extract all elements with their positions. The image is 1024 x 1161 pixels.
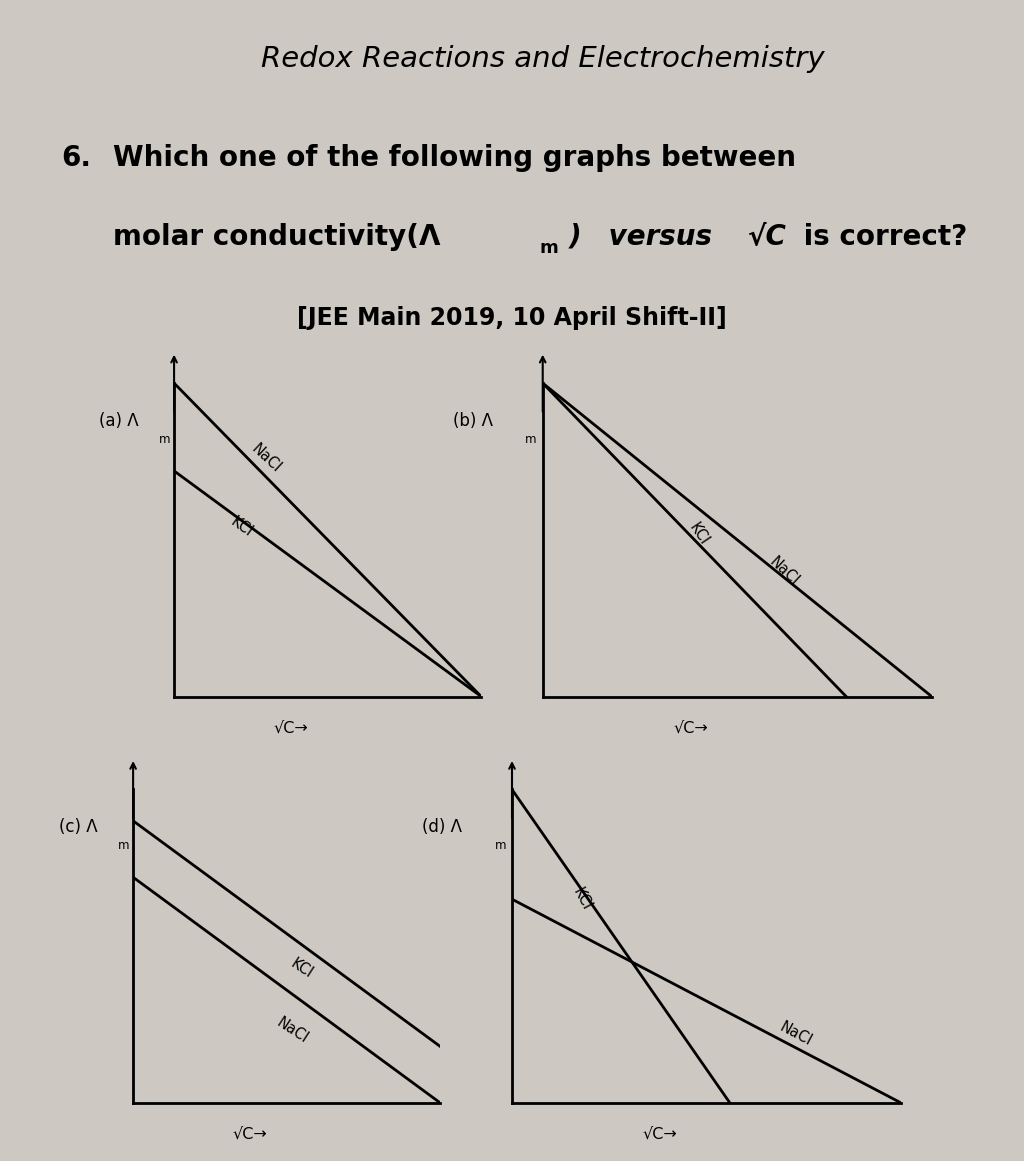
Text: √C: √C (748, 223, 786, 251)
Text: m: m (495, 839, 506, 852)
Text: Redox Reactions and Electrochemistry: Redox Reactions and Electrochemistry (261, 44, 824, 73)
Text: NaCl: NaCl (777, 1019, 815, 1048)
Text: √C→: √C→ (642, 1127, 677, 1141)
Text: (d) Λ: (d) Λ (422, 819, 462, 836)
Text: molar conductivity(Λ: molar conductivity(Λ (113, 223, 440, 251)
Text: m: m (540, 239, 558, 258)
Text: (b) Λ: (b) Λ (453, 412, 493, 430)
Text: is correct?: is correct? (794, 223, 967, 251)
Text: √C→: √C→ (232, 1127, 267, 1141)
Text: m: m (118, 839, 130, 852)
Text: (c) Λ: (c) Λ (58, 819, 97, 836)
Text: (a) Λ: (a) Λ (99, 412, 138, 430)
Text: ): ) (568, 223, 581, 251)
Text: m: m (159, 433, 171, 446)
Text: NaCl: NaCl (766, 554, 802, 589)
Text: m: m (525, 433, 537, 446)
Text: KCl: KCl (289, 956, 315, 981)
Text: √C→: √C→ (273, 721, 308, 735)
Text: 6.: 6. (61, 144, 91, 172)
Text: KCl: KCl (570, 886, 594, 913)
Text: KCl: KCl (228, 514, 255, 540)
Text: NaCl: NaCl (274, 1015, 311, 1046)
Text: Which one of the following graphs between: Which one of the following graphs betwee… (113, 144, 796, 172)
Text: √C→: √C→ (673, 721, 708, 735)
Text: NaCl: NaCl (249, 441, 284, 476)
Text: KCl: KCl (686, 520, 711, 547)
Text: versus: versus (599, 223, 722, 251)
Text: [JEE Main 2019, 10 April Shift-II]: [JEE Main 2019, 10 April Shift-II] (297, 307, 727, 330)
